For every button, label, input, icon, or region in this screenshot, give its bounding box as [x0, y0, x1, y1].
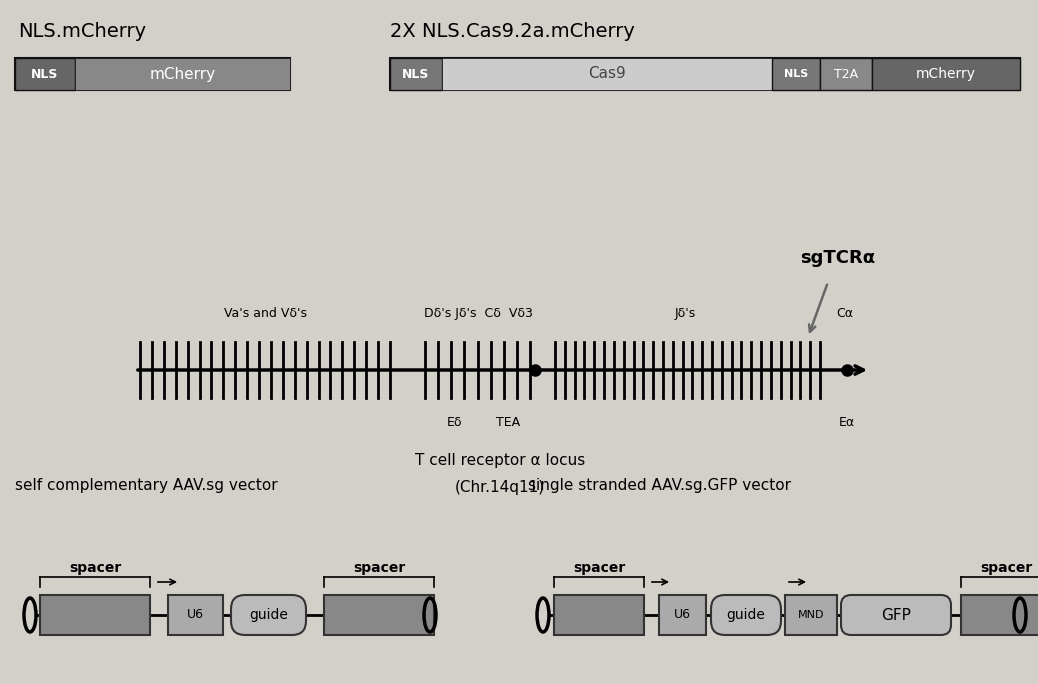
Bar	[390, 58, 442, 90]
Text: NLS: NLS	[784, 69, 809, 79]
Text: guide: guide	[249, 608, 288, 622]
Bar	[168, 595, 223, 635]
Text: Eδ: Eδ	[447, 416, 463, 429]
Text: NLS: NLS	[403, 68, 430, 81]
Text: spacer: spacer	[69, 561, 121, 575]
Text: U6: U6	[674, 609, 691, 622]
Bar	[324, 595, 434, 635]
Text: Va's and Vδ's: Va's and Vδ's	[223, 307, 306, 320]
Bar	[15, 58, 290, 90]
Text: Dδ's Jδ's  Cδ  Vδ3: Dδ's Jδ's Cδ Vδ3	[424, 307, 532, 320]
Text: spacer: spacer	[353, 561, 405, 575]
Text: GFP: GFP	[881, 607, 911, 622]
Bar	[872, 58, 1020, 90]
Bar	[390, 58, 1020, 90]
Text: T2A: T2A	[834, 68, 858, 81]
Bar	[554, 595, 644, 635]
Text: spacer: spacer	[573, 561, 625, 575]
Text: 2X NLS.Cas9.2a.mCherry: 2X NLS.Cas9.2a.mCherry	[390, 22, 635, 41]
Bar	[659, 595, 706, 635]
FancyBboxPatch shape	[841, 595, 951, 635]
Text: (Chr.14q11): (Chr.14q11)	[455, 480, 545, 495]
Text: mCherry: mCherry	[916, 67, 976, 81]
Bar	[961, 595, 1038, 635]
Text: Cα: Cα	[837, 307, 853, 320]
Bar	[15, 58, 75, 90]
Bar	[820, 58, 872, 90]
Bar	[75, 58, 290, 90]
Bar	[442, 58, 772, 90]
Text: mCherry: mCherry	[149, 66, 216, 81]
Text: TEA: TEA	[496, 416, 520, 429]
Text: guide: guide	[727, 608, 765, 622]
FancyBboxPatch shape	[231, 595, 306, 635]
Text: single stranded AAV.sg.GFP vector: single stranded AAV.sg.GFP vector	[528, 478, 791, 493]
FancyBboxPatch shape	[711, 595, 781, 635]
Text: Cas9: Cas9	[589, 66, 626, 81]
Bar	[40, 595, 151, 635]
Bar	[772, 58, 820, 90]
Text: U6: U6	[187, 609, 204, 622]
Text: NLS: NLS	[31, 68, 59, 81]
Text: Jδ's: Jδ's	[675, 307, 695, 320]
Text: T cell receptor α locus: T cell receptor α locus	[415, 453, 585, 468]
Text: self complementary AAV.sg vector: self complementary AAV.sg vector	[15, 478, 277, 493]
Text: Eα: Eα	[839, 416, 855, 429]
Bar	[785, 595, 837, 635]
Text: sgTCRα: sgTCRα	[800, 249, 876, 267]
Text: NLS.mCherry: NLS.mCherry	[18, 22, 146, 41]
Text: spacer: spacer	[980, 561, 1032, 575]
Text: MND: MND	[798, 610, 824, 620]
